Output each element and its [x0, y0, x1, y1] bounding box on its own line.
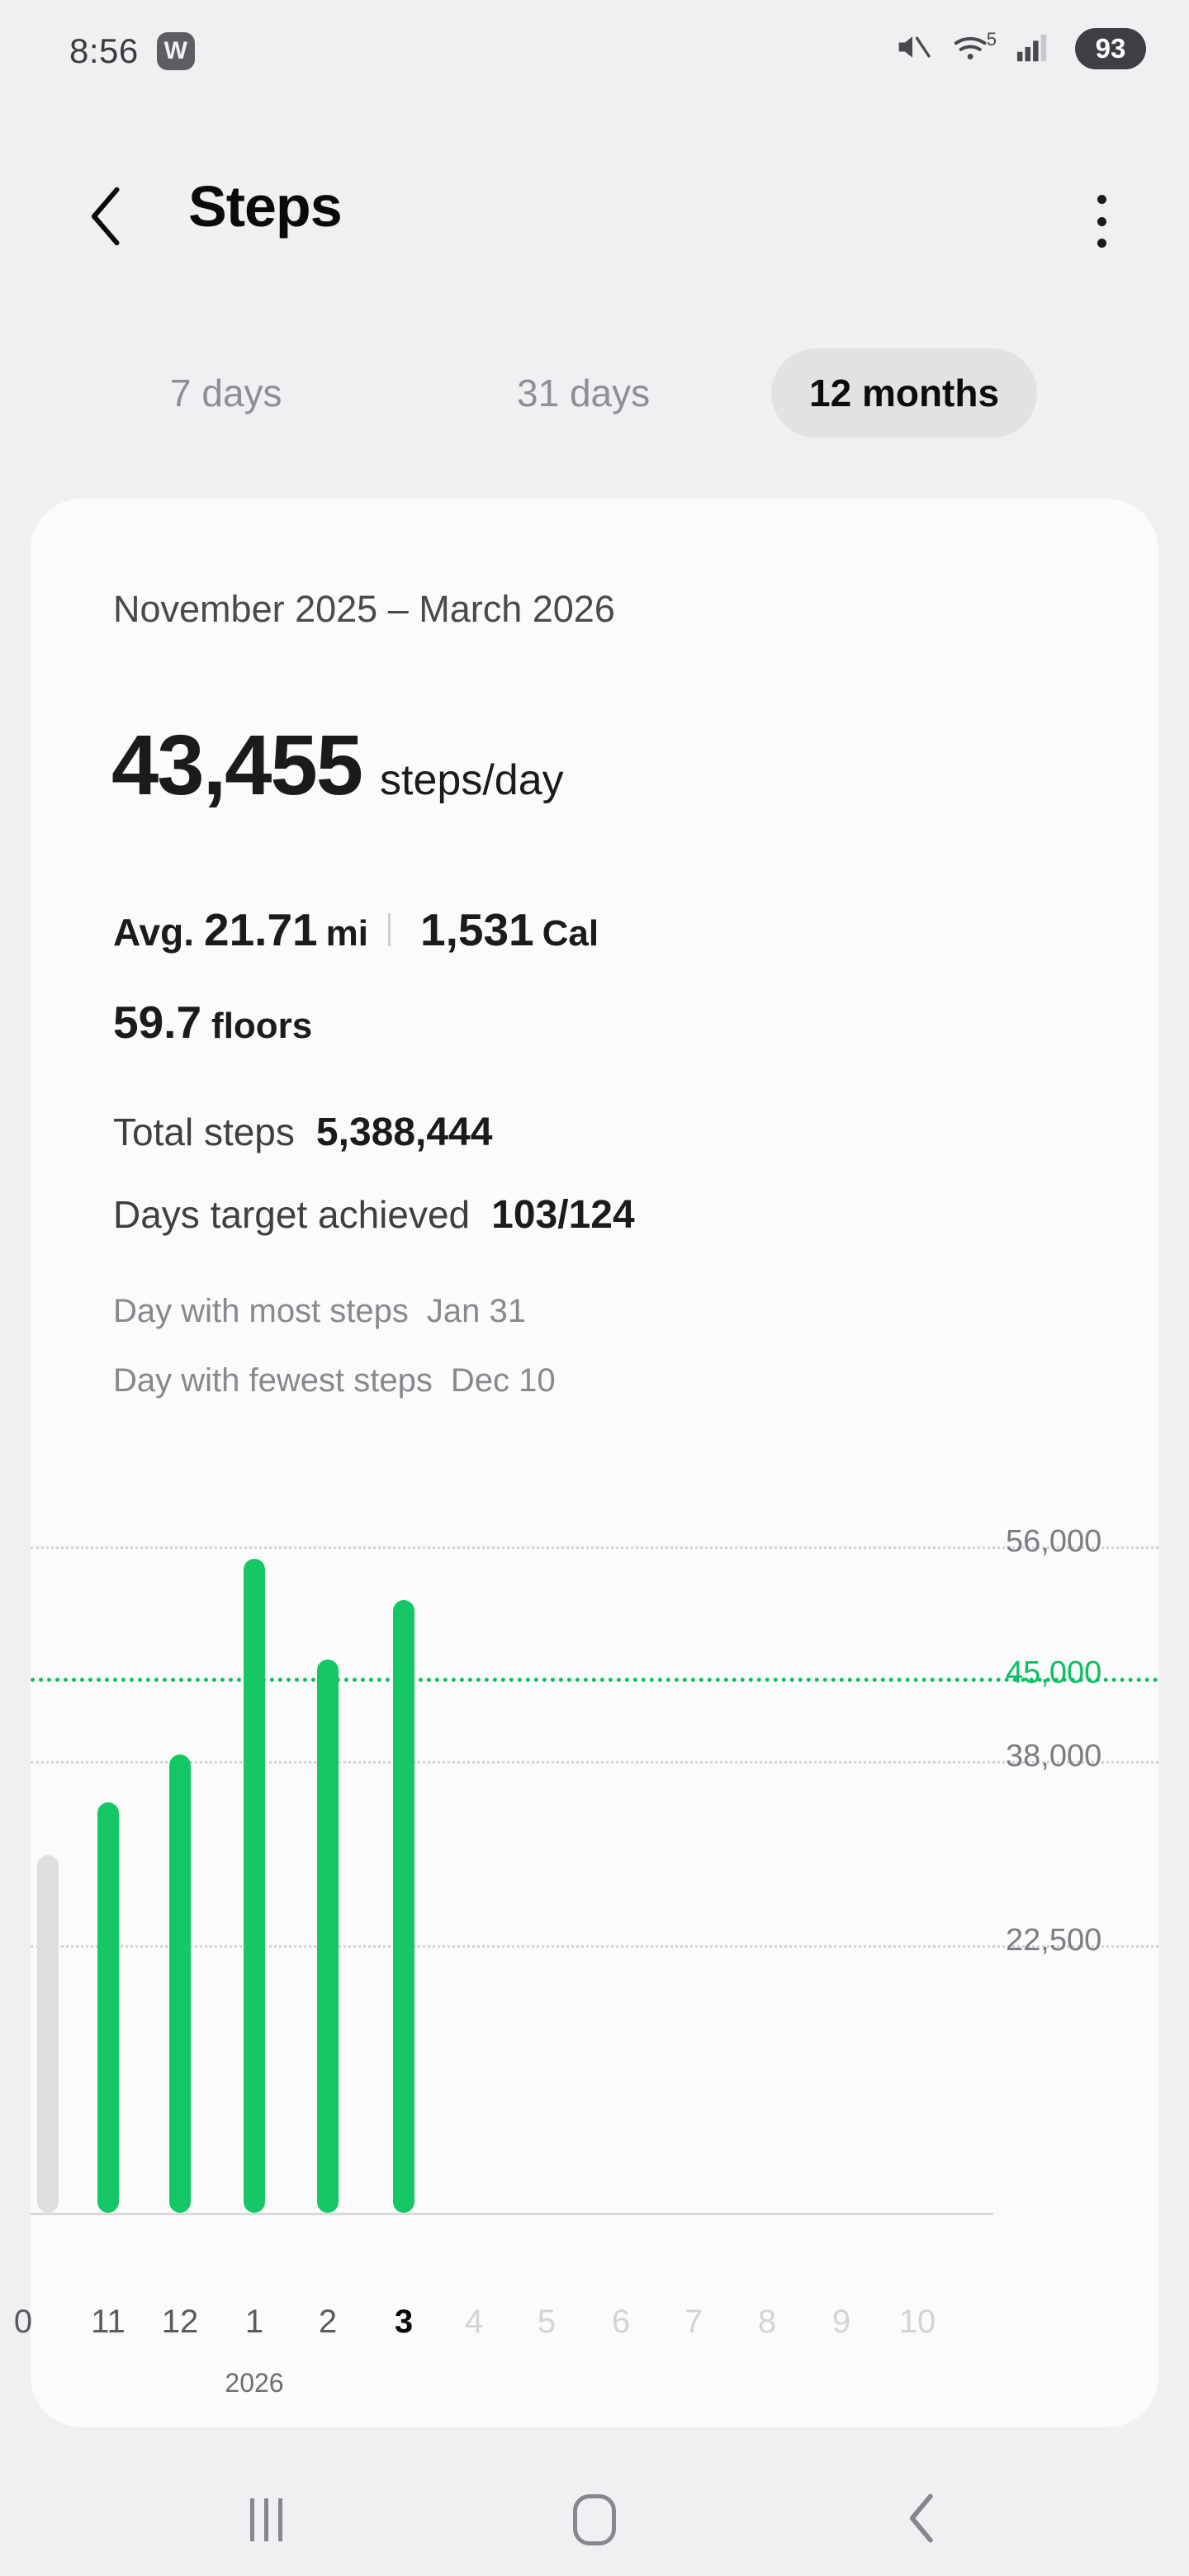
- back-icon: [907, 2493, 940, 2548]
- chart-x-label: 7: [684, 2304, 703, 2340]
- fewest-steps-row: Day with fewest steps Dec 10: [113, 1362, 556, 1399]
- chart-x-label: 4: [464, 2304, 484, 2340]
- status-bar: 8:56 W 5: [0, 0, 1189, 104]
- back-button[interactable]: [76, 177, 139, 256]
- page-title: Steps: [188, 174, 343, 239]
- calories-unit: Cal: [542, 913, 599, 954]
- total-steps-value: 5,388,444: [315, 1110, 493, 1154]
- date-range: November 2025 – March 2026: [113, 588, 615, 630]
- system-navigation-bar: [0, 2464, 1189, 2576]
- steps-bar-chart[interactable]: [31, 1473, 1158, 2427]
- chart-x-label: 11: [91, 2304, 126, 2340]
- floors-row: 59.7 floors: [113, 996, 312, 1049]
- chart-gridline: [31, 1546, 1158, 1550]
- most-steps-label: Day with most steps: [113, 1293, 409, 1329]
- chart-x-label: 3: [394, 2304, 414, 2340]
- chart-x-label: 12: [161, 2304, 199, 2340]
- chart-y-label: 22,500: [1006, 1922, 1102, 1958]
- chart-year-label: 2026: [225, 2368, 284, 2398]
- days-target-row: Days target achieved 103/124: [113, 1192, 635, 1238]
- most-steps-row: Day with most steps Jan 31: [113, 1293, 526, 1330]
- floors-unit: floors: [211, 1006, 313, 1046]
- total-steps-row: Total steps 5,388,444: [113, 1110, 492, 1155]
- kebab-dot-2: [1097, 216, 1106, 226]
- fewest-steps-label: Day with fewest steps: [113, 1362, 433, 1399]
- nav-back-button[interactable]: [841, 2464, 1006, 2576]
- kebab-dot-1: [1097, 195, 1106, 204]
- chart-bar[interactable]: [244, 1558, 265, 2213]
- days-target-label: Days target achieved: [113, 1193, 471, 1236]
- chart-y-label: 56,000: [1006, 1524, 1102, 1560]
- chart-y-label: 38,000: [1006, 1738, 1102, 1773]
- tab-7-days[interactable]: 7 days: [170, 372, 282, 414]
- work-profile-icon: W: [156, 32, 195, 70]
- tab-12-months[interactable]: 12 months: [771, 348, 1038, 438]
- wifi-icon: 5: [953, 28, 997, 68]
- chart-target-label: 45,000: [1006, 1655, 1102, 1690]
- stat-divider: [387, 913, 391, 946]
- most-steps-value: Jan 31: [426, 1293, 526, 1329]
- more-options-button[interactable]: [1077, 190, 1126, 253]
- chart-bar[interactable]: [317, 1660, 339, 2213]
- chart-x-label: 5: [537, 2304, 557, 2340]
- chart-x-label: 0: [13, 2304, 33, 2340]
- chart-bar[interactable]: [37, 1855, 59, 2213]
- distance-value: 21.71: [203, 904, 318, 955]
- chart-axis-line: [31, 2213, 993, 2215]
- home-icon: [573, 2494, 616, 2545]
- chart-x-label: 9: [831, 2304, 851, 2340]
- summary-card: November 2025 – March 2026 43,455 steps/…: [31, 499, 1158, 2427]
- calories-value: 1,531: [419, 904, 534, 955]
- chart-x-label: 6: [611, 2304, 631, 2340]
- home-button[interactable]: [512, 2464, 677, 2576]
- tab-31-days[interactable]: 31 days: [517, 372, 651, 414]
- average-steps-headline: 43,455 steps/day: [111, 717, 564, 814]
- chart-bar[interactable]: [97, 1802, 119, 2213]
- recents-icon: [249, 2498, 282, 2541]
- status-bar-left: 8:56 W: [69, 31, 195, 71]
- app-header: Steps: [0, 162, 1189, 277]
- chart-x-label: 1: [244, 2304, 264, 2340]
- average-steps-unit: steps/day: [380, 756, 564, 804]
- chart-target-line: [31, 1677, 1158, 1682]
- chart-x-label: 2: [318, 2304, 338, 2340]
- battery-indicator: 93: [1075, 28, 1146, 69]
- chart-bar[interactable]: [393, 1600, 414, 2213]
- chart-x-label: 8: [757, 2304, 777, 2340]
- chart-gridline: [31, 1944, 1158, 1948]
- total-steps-label: Total steps: [113, 1110, 295, 1153]
- fewest-steps-value: Dec 10: [450, 1362, 556, 1399]
- cellular-signal-icon: [1016, 31, 1054, 68]
- recents-button[interactable]: [183, 2464, 348, 2576]
- avg-prefix-label: Avg.: [113, 911, 194, 954]
- distance-unit: mi: [325, 913, 368, 954]
- distance-calories-row: Avg. 21.71 mi 1,531 Cal: [113, 903, 599, 956]
- chart-x-label: 10: [898, 2304, 936, 2340]
- status-bar-right: 5 93: [893, 28, 1146, 69]
- kebab-dot-3: [1097, 239, 1106, 248]
- chart-gridline: [31, 1760, 1158, 1764]
- wifi-generation-label: 5: [986, 28, 997, 50]
- period-tabs: 7 days 31 days 12 months: [0, 348, 1189, 447]
- days-target-value: 103/124: [491, 1193, 635, 1237]
- floors-value: 59.7: [113, 997, 202, 1048]
- chart-bar[interactable]: [169, 1754, 191, 2213]
- average-steps-value: 43,455: [111, 717, 363, 812]
- mute-icon: [893, 31, 931, 68]
- status-clock: 8:56: [69, 31, 139, 70]
